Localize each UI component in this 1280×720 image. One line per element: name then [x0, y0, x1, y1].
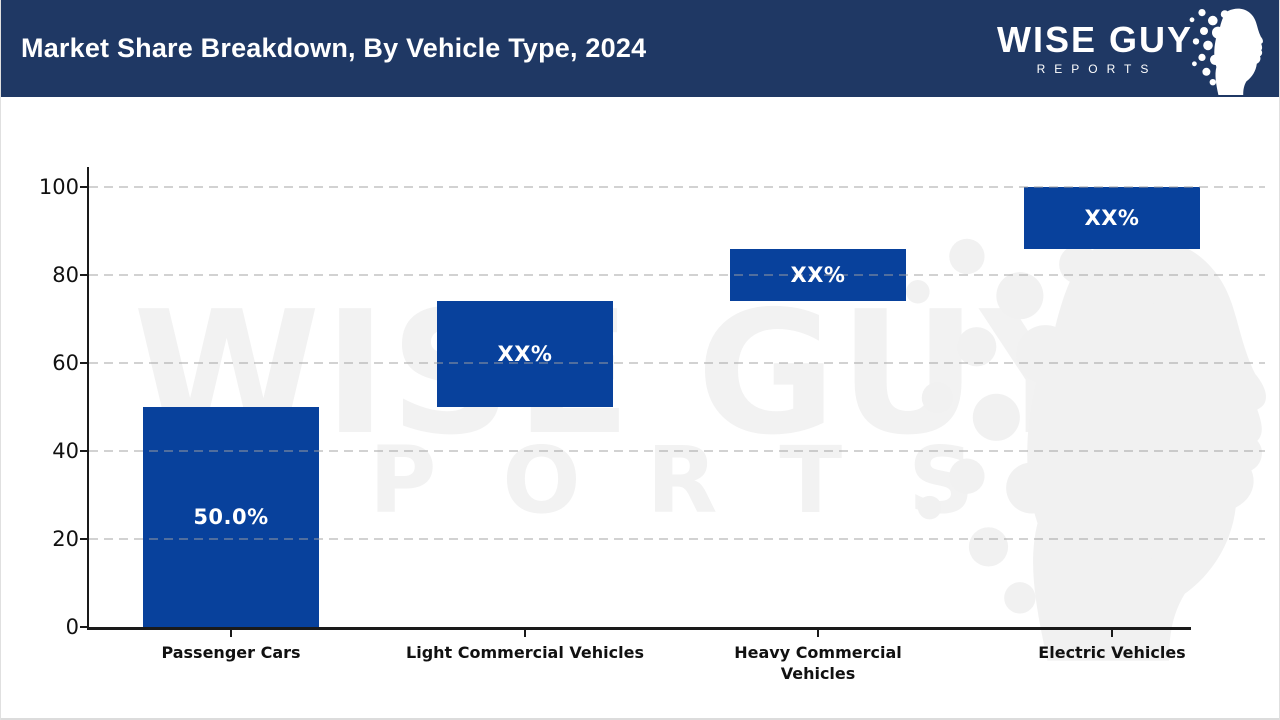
gridline	[89, 186, 1265, 188]
header-bar: Market Share Breakdown, By Vehicle Type,…	[1, 0, 1279, 97]
wiseguy-logo: WISE GUY REPORTS	[997, 0, 1265, 97]
logo-subtext: REPORTS	[1036, 61, 1158, 76]
x-tick-mark	[230, 629, 232, 637]
gridline	[89, 538, 1265, 540]
y-tick-label: 80	[52, 263, 79, 287]
logo-wordmark: WISE GUY	[996, 18, 1193, 60]
x-category-label: Electric Vehicles	[1038, 643, 1186, 662]
gridline	[89, 274, 1265, 276]
bar-value-label: XX%	[790, 262, 846, 287]
y-tick-label: 60	[52, 351, 79, 375]
y-tick-label: 20	[52, 527, 79, 551]
watermark-face-graphic	[906, 237, 1266, 661]
watermark-reports-text: PORTS	[369, 427, 1041, 534]
x-tick-mark	[524, 629, 526, 637]
y-tick-label: 0	[65, 615, 79, 639]
x-category-label: Light Commercial Vehicles	[406, 643, 644, 662]
x-axis-line	[87, 627, 1191, 630]
bar: 50.0%	[143, 407, 319, 627]
bar: XX%	[437, 301, 613, 407]
logo-text: WISE GUY REPORTS	[996, 18, 1193, 76]
bar: XX%	[730, 248, 906, 302]
x-tick-mark	[1111, 629, 1113, 637]
x-category-label: Passenger Cars	[161, 643, 301, 662]
x-tick-mark	[817, 629, 819, 637]
gridline	[89, 450, 1265, 452]
y-axis-line	[87, 167, 89, 629]
x-category-label: Heavy Commercial Vehicles	[734, 643, 902, 683]
y-tick-mark	[80, 274, 87, 276]
bar: XX%	[1024, 187, 1200, 249]
y-tick-mark	[80, 362, 87, 364]
bar-value-label: XX%	[497, 342, 553, 367]
y-tick-mark	[80, 450, 87, 452]
y-tick-mark	[80, 186, 87, 188]
bar-value-label: XX%	[1084, 205, 1140, 230]
y-tick-mark	[80, 538, 87, 540]
chart-title: Market Share Breakdown, By Vehicle Type,…	[21, 33, 647, 63]
y-tick-label: 100	[38, 175, 79, 199]
y-tick-label: 40	[52, 439, 79, 463]
y-tick-mark	[80, 626, 87, 628]
chart-area: WISE GUY PORTS 50.0% XX% XX% XX% 0 20 40 60 80 10…	[1, 97, 1279, 720]
gridline	[89, 362, 1265, 364]
bar-value-label: 50.0%	[193, 505, 269, 529]
